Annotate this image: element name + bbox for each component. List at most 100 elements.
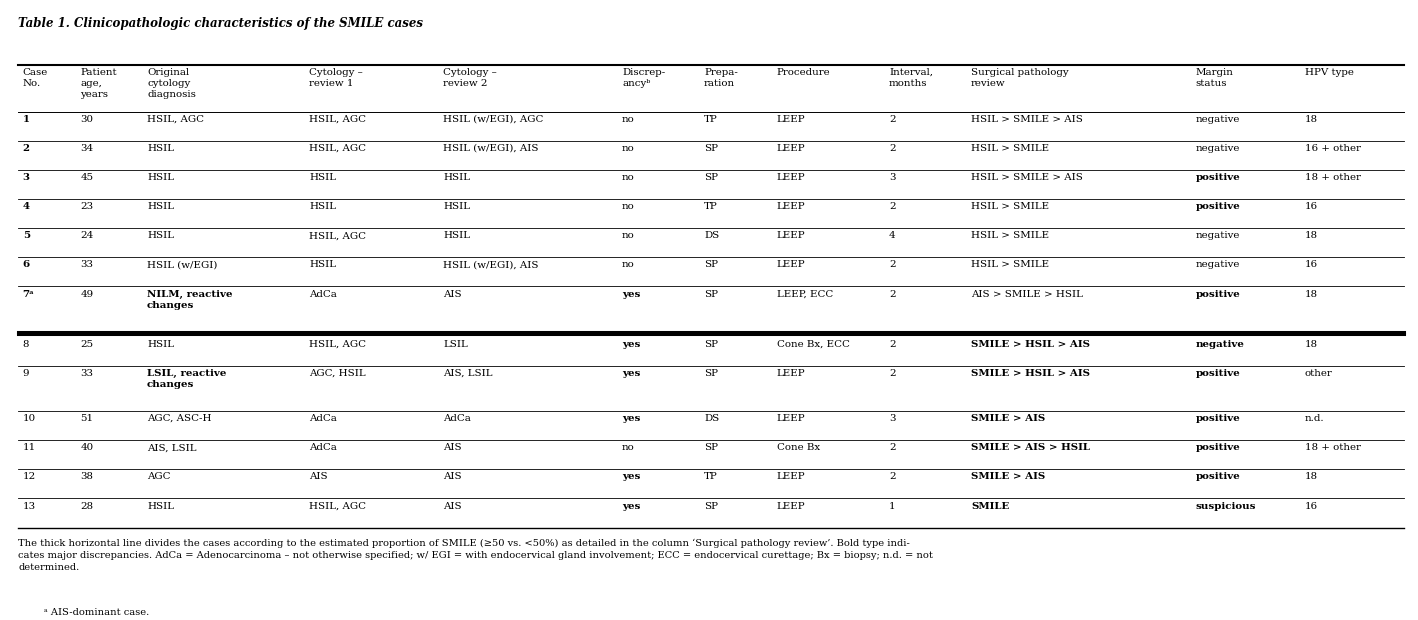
Text: 33: 33 [81, 369, 94, 378]
Text: 2: 2 [889, 443, 896, 453]
Text: HSIL (w/EGI): HSIL (w/EGI) [147, 260, 217, 270]
Text: 8: 8 [23, 340, 30, 349]
Text: HSIL: HSIL [442, 202, 469, 211]
Text: AGC, HSIL: AGC, HSIL [309, 369, 366, 378]
Text: AdCa: AdCa [309, 414, 337, 423]
Text: yes: yes [623, 472, 641, 482]
Text: 18: 18 [1305, 472, 1317, 482]
Text: 51: 51 [81, 414, 94, 423]
Text: LEEP: LEEP [777, 414, 805, 423]
Text: HSIL > SMILE: HSIL > SMILE [971, 260, 1049, 270]
Text: HSIL, AGC: HSIL, AGC [309, 231, 366, 241]
Text: AIS: AIS [442, 472, 462, 482]
Text: 18 + other: 18 + other [1305, 173, 1361, 182]
Text: SP: SP [703, 144, 718, 153]
Text: SMILE > AIS > HSIL: SMILE > AIS > HSIL [971, 443, 1090, 453]
Text: Surgical pathology
review: Surgical pathology review [971, 68, 1069, 87]
Text: 1: 1 [889, 502, 896, 511]
Text: LEEP: LEEP [777, 173, 805, 182]
Text: Procedure: Procedure [777, 68, 831, 77]
Text: LSIL, reactive
changes: LSIL, reactive changes [147, 369, 227, 389]
Text: 10: 10 [23, 414, 35, 423]
Text: DS: DS [703, 231, 719, 241]
Text: TP: TP [703, 115, 718, 124]
Text: 23: 23 [81, 202, 94, 211]
Text: yes: yes [623, 414, 641, 423]
Text: Cytology –
review 1: Cytology – review 1 [309, 68, 363, 87]
Text: Table 1. Clinicopathologic characteristics of the SMILE cases: Table 1. Clinicopathologic characteristi… [18, 17, 424, 30]
Text: NILM, reactive
changes: NILM, reactive changes [147, 290, 233, 309]
Text: yes: yes [623, 502, 641, 511]
Text: no: no [623, 202, 635, 211]
Text: LEEP: LEEP [777, 369, 805, 378]
Text: 4: 4 [23, 202, 30, 211]
Text: positive: positive [1195, 290, 1241, 299]
Text: AGC, ASC-H: AGC, ASC-H [147, 414, 211, 423]
Text: SMILE: SMILE [971, 502, 1010, 511]
Text: 18: 18 [1305, 290, 1317, 299]
Text: positive: positive [1195, 369, 1241, 378]
Text: positive: positive [1195, 414, 1241, 423]
Text: SP: SP [703, 443, 718, 453]
Text: 24: 24 [81, 231, 94, 241]
Text: HSIL > SMILE > AIS: HSIL > SMILE > AIS [971, 173, 1083, 182]
Text: 2: 2 [889, 144, 896, 153]
Text: 40: 40 [81, 443, 94, 453]
Text: SP: SP [703, 340, 718, 349]
Text: SP: SP [703, 369, 718, 378]
Text: SP: SP [703, 290, 718, 299]
Text: Discrep-
ancyᵇ: Discrep- ancyᵇ [623, 68, 665, 87]
Text: AIS, LSIL: AIS, LSIL [442, 369, 492, 378]
Text: DS: DS [703, 414, 719, 423]
Text: HSIL: HSIL [147, 340, 174, 349]
Text: TP: TP [703, 472, 718, 482]
Text: yes: yes [623, 290, 641, 299]
Text: 4: 4 [889, 231, 896, 241]
Text: no: no [623, 231, 635, 241]
Text: HSIL, AGC: HSIL, AGC [309, 115, 366, 124]
Text: 18: 18 [1305, 231, 1317, 241]
Text: 30: 30 [81, 115, 94, 124]
Text: AIS: AIS [442, 290, 462, 299]
Text: 11: 11 [23, 443, 35, 453]
Text: Patient
age,
years: Patient age, years [81, 68, 116, 99]
Text: SMILE > AIS: SMILE > AIS [971, 414, 1045, 423]
Text: 2: 2 [889, 115, 896, 124]
Text: yes: yes [623, 340, 641, 349]
Text: Margin
status: Margin status [1195, 68, 1234, 87]
Text: suspicious: suspicious [1195, 502, 1256, 511]
Text: SMILE > HSIL > AIS: SMILE > HSIL > AIS [971, 340, 1090, 349]
Text: yes: yes [623, 369, 641, 378]
Text: positive: positive [1195, 173, 1241, 182]
Text: 18: 18 [1305, 340, 1317, 349]
Text: Interval,
months: Interval, months [889, 68, 933, 87]
Text: AIS: AIS [309, 472, 328, 482]
Text: AdCa: AdCa [309, 443, 337, 453]
Text: HPV type: HPV type [1305, 68, 1354, 77]
Text: 28: 28 [81, 502, 94, 511]
Text: AGC: AGC [147, 472, 170, 482]
Text: 16: 16 [1305, 260, 1317, 270]
Text: HSIL: HSIL [309, 260, 336, 270]
Text: 6: 6 [23, 260, 30, 270]
Text: The thick horizontal line divides the cases according to the estimated proportio: The thick horizontal line divides the ca… [18, 539, 933, 572]
Text: HSIL > SMILE: HSIL > SMILE [971, 231, 1049, 241]
Text: LEEP: LEEP [777, 231, 805, 241]
Text: HSIL: HSIL [442, 173, 469, 182]
Text: HSIL: HSIL [309, 202, 336, 211]
Text: n.d.: n.d. [1305, 414, 1324, 423]
Text: HSIL > SMILE: HSIL > SMILE [971, 202, 1049, 211]
Text: HSIL: HSIL [147, 144, 174, 153]
Text: other: other [1305, 369, 1333, 378]
Text: HSIL: HSIL [147, 502, 174, 511]
Text: Original
cytology
diagnosis: Original cytology diagnosis [147, 68, 196, 99]
Text: SP: SP [703, 502, 718, 511]
Text: HSIL, AGC: HSIL, AGC [147, 115, 204, 124]
Text: LEEP, ECC: LEEP, ECC [777, 290, 834, 299]
Text: 13: 13 [23, 502, 35, 511]
Text: SP: SP [703, 173, 718, 182]
Text: 7ᵃ: 7ᵃ [23, 290, 34, 299]
Text: 3: 3 [889, 414, 896, 423]
Text: HSIL: HSIL [309, 173, 336, 182]
Text: 9: 9 [23, 369, 30, 378]
